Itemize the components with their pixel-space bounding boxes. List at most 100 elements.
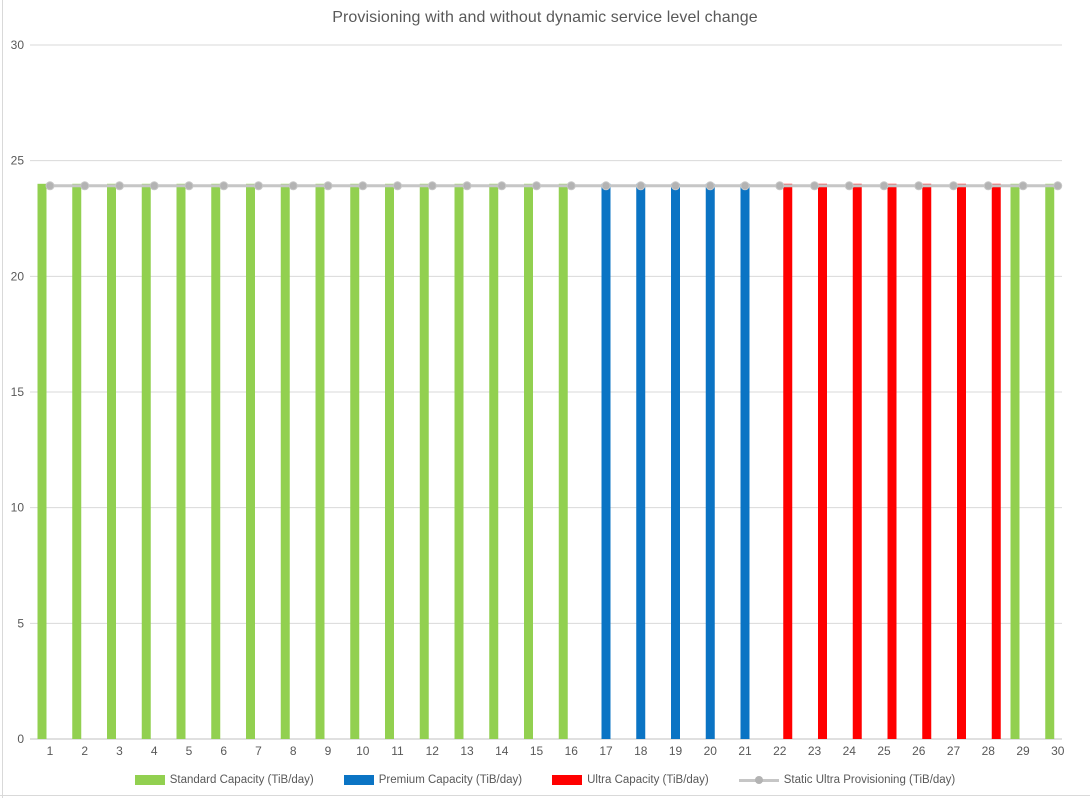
line-marker-day19 <box>671 181 680 191</box>
bar-day24 <box>852 183 862 740</box>
bar-day17 <box>601 183 611 740</box>
chart-title: Provisioning with and without dynamic se… <box>332 9 758 26</box>
legend-label: Static Ultra Provisioning (TiB/day) <box>783 774 956 786</box>
bar-day18 <box>636 183 646 740</box>
bar-day20 <box>705 183 715 740</box>
legend-item-standard-capacity: Standard Capacity (TiB/day) <box>134 774 314 786</box>
line-marker-day21 <box>740 181 750 191</box>
line-marker-day22 <box>775 181 785 191</box>
x-tick-label: 25 <box>877 744 891 758</box>
line-marker-day17 <box>601 181 611 191</box>
bar-day22 <box>783 183 793 740</box>
bar-day4 <box>141 183 151 740</box>
bar-day19 <box>671 183 680 740</box>
line-marker-day15 <box>532 181 541 191</box>
legend-item-ultra-capacity: Ultra Capacity (TiB/day) <box>552 774 709 786</box>
bar-day12 <box>419 183 429 740</box>
line-marker-day3 <box>115 181 124 191</box>
line-marker-day2 <box>80 181 90 191</box>
line-marker-day30 <box>1053 181 1063 191</box>
y-tick-label: 30 <box>11 38 25 52</box>
line-marker-day1 <box>45 181 55 191</box>
line-marker-day26 <box>914 181 924 191</box>
line-marker-day9 <box>323 181 333 191</box>
bar-day29 <box>1010 183 1020 740</box>
line-marker-day10 <box>358 181 368 191</box>
bar-day30 <box>1045 183 1055 740</box>
line-marker-day20 <box>705 181 715 191</box>
line-marker-day16 <box>566 181 576 191</box>
x-tick-label: 29 <box>1016 744 1030 758</box>
line-marker-day27 <box>949 181 958 191</box>
line-marker-day18 <box>636 181 646 191</box>
line-marker-day23 <box>810 181 819 191</box>
bar-day23 <box>818 183 827 740</box>
bar-day9 <box>315 183 325 740</box>
legend-item-static-ultra-provisioning: Static Ultra Provisioning (TiB/day) <box>738 774 956 786</box>
bar-day26 <box>922 183 932 740</box>
x-tick-label: 11 <box>391 744 404 758</box>
line-marker-day25 <box>879 181 889 191</box>
line-marker-day6 <box>219 181 229 191</box>
x-tick-label: 6 <box>220 744 227 758</box>
bar-day25 <box>887 183 897 740</box>
line-marker-day4 <box>149 181 159 191</box>
line-marker-day11 <box>393 181 402 191</box>
bar-day5 <box>176 183 186 740</box>
x-tick-label: 28 <box>982 744 996 758</box>
line-marker-day13 <box>462 181 472 191</box>
bar-day2 <box>72 183 82 740</box>
x-tick-label: 14 <box>495 744 509 758</box>
legend: Standard Capacity (TiB/day) Premium Capac… <box>0 769 1090 791</box>
x-tick-label: 9 <box>325 744 332 758</box>
y-tick-label: 10 <box>11 501 25 515</box>
x-tick-label: 27 <box>947 744 961 758</box>
legend-swatch-bar <box>343 775 374 785</box>
x-tick-label: 30 <box>1051 744 1065 758</box>
bar-day8 <box>280 183 290 740</box>
x-tick-label: 10 <box>356 744 370 758</box>
bar-day27 <box>957 183 966 740</box>
legend-swatch-line <box>738 775 779 785</box>
bar-day3 <box>107 183 116 740</box>
bar-day1 <box>37 183 47 740</box>
legend-marker-dot-icon <box>754 776 763 784</box>
y-tick-label: 20 <box>11 269 25 283</box>
bar-day13 <box>454 183 464 740</box>
x-tick-label: 16 <box>565 744 579 758</box>
y-tick-label: 0 <box>17 732 24 746</box>
x-tick-label: 8 <box>290 744 297 758</box>
y-tick-label: 15 <box>11 385 25 399</box>
x-tick-label: 1 <box>47 744 54 758</box>
line-marker-day5 <box>184 181 194 191</box>
legend-swatch-bar <box>134 775 165 785</box>
bar-day6 <box>211 183 221 740</box>
y-tick-label: 25 <box>11 154 25 168</box>
line-marker-day28 <box>983 181 993 191</box>
x-tick-label: 5 <box>186 744 193 758</box>
bar-day10 <box>350 183 360 740</box>
x-tick-label: 24 <box>843 744 857 758</box>
x-tick-label: 15 <box>530 744 544 758</box>
y-tick-label: 5 <box>17 616 24 630</box>
bar-day11 <box>385 183 394 740</box>
x-tick-label: 4 <box>151 744 158 758</box>
x-tick-label: 23 <box>808 744 822 758</box>
bar-day21 <box>740 183 750 740</box>
line-marker-day29 <box>1018 181 1028 191</box>
legend-label: Standard Capacity (TiB/day) <box>169 774 314 786</box>
bar-day15 <box>524 183 533 740</box>
x-tick-label: 21 <box>738 744 752 758</box>
legend-label: Premium Capacity (TiB/day) <box>378 774 523 786</box>
x-tick-label: 19 <box>669 744 683 758</box>
bar-day7 <box>246 183 255 740</box>
x-tick-label: 3 <box>116 744 123 758</box>
legend-label: Ultra Capacity (TiB/day) <box>587 774 709 786</box>
bar-day14 <box>489 183 499 740</box>
line-marker-day14 <box>497 181 507 191</box>
x-tick-label: 17 <box>599 744 613 758</box>
legend-item-premium-capacity: Premium Capacity (TiB/day) <box>343 774 523 786</box>
x-tick-label: 13 <box>460 744 474 758</box>
